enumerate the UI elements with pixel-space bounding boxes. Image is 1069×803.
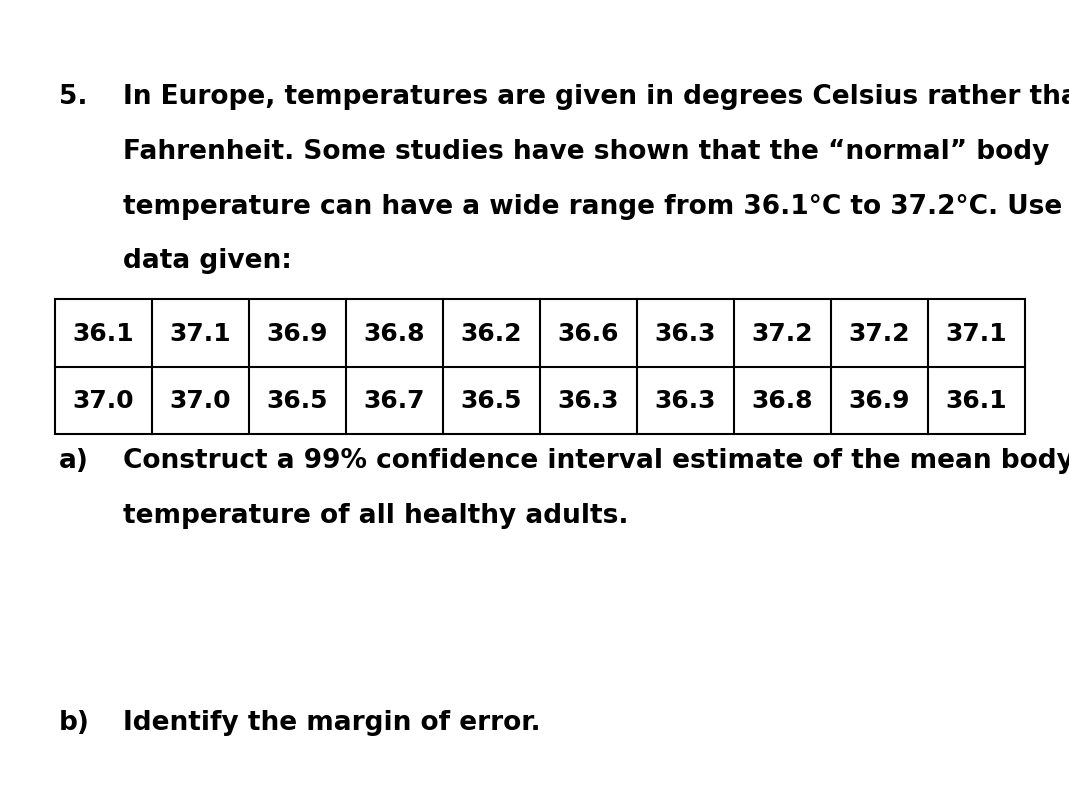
Text: 5.: 5.	[59, 84, 88, 110]
Text: 37.0: 37.0	[170, 389, 231, 413]
Text: 37.1: 37.1	[170, 321, 231, 345]
Text: 36.3: 36.3	[654, 389, 716, 413]
Text: 36.6: 36.6	[558, 321, 619, 345]
Text: 36.1: 36.1	[946, 389, 1007, 413]
Text: 36.5: 36.5	[461, 389, 523, 413]
Text: Fahrenheit. Some studies have shown that the “normal” body: Fahrenheit. Some studies have shown that…	[123, 139, 1050, 165]
Text: 36.7: 36.7	[363, 389, 425, 413]
Text: temperature can have a wide range from 36.1°C to 37.2°C. Use the: temperature can have a wide range from 3…	[123, 194, 1069, 219]
Text: data given:: data given:	[123, 248, 292, 274]
Text: b): b)	[59, 709, 90, 735]
Bar	[55, 300, 1025, 434]
Text: 36.3: 36.3	[558, 389, 619, 413]
Text: 36.9: 36.9	[849, 389, 910, 413]
Text: 36.8: 36.8	[363, 321, 425, 345]
Text: 36.3: 36.3	[654, 321, 716, 345]
Text: 37.2: 37.2	[849, 321, 910, 345]
Text: In Europe, temperatures are given in degrees Celsius rather than: In Europe, temperatures are given in deg…	[123, 84, 1069, 110]
Text: 37.1: 37.1	[946, 321, 1007, 345]
Text: 36.9: 36.9	[267, 321, 328, 345]
Text: a): a)	[59, 447, 89, 474]
Text: Identify the margin of error.: Identify the margin of error.	[123, 709, 541, 735]
Text: 37.0: 37.0	[73, 389, 135, 413]
Text: 36.5: 36.5	[267, 389, 328, 413]
Text: 36.2: 36.2	[461, 321, 523, 345]
Text: 36.1: 36.1	[73, 321, 135, 345]
Text: temperature of all healthy adults.: temperature of all healthy adults.	[123, 502, 629, 528]
Text: Construct a 99% confidence interval estimate of the mean body: Construct a 99% confidence interval esti…	[123, 447, 1069, 474]
Text: 37.2: 37.2	[752, 321, 814, 345]
Text: 36.8: 36.8	[752, 389, 814, 413]
